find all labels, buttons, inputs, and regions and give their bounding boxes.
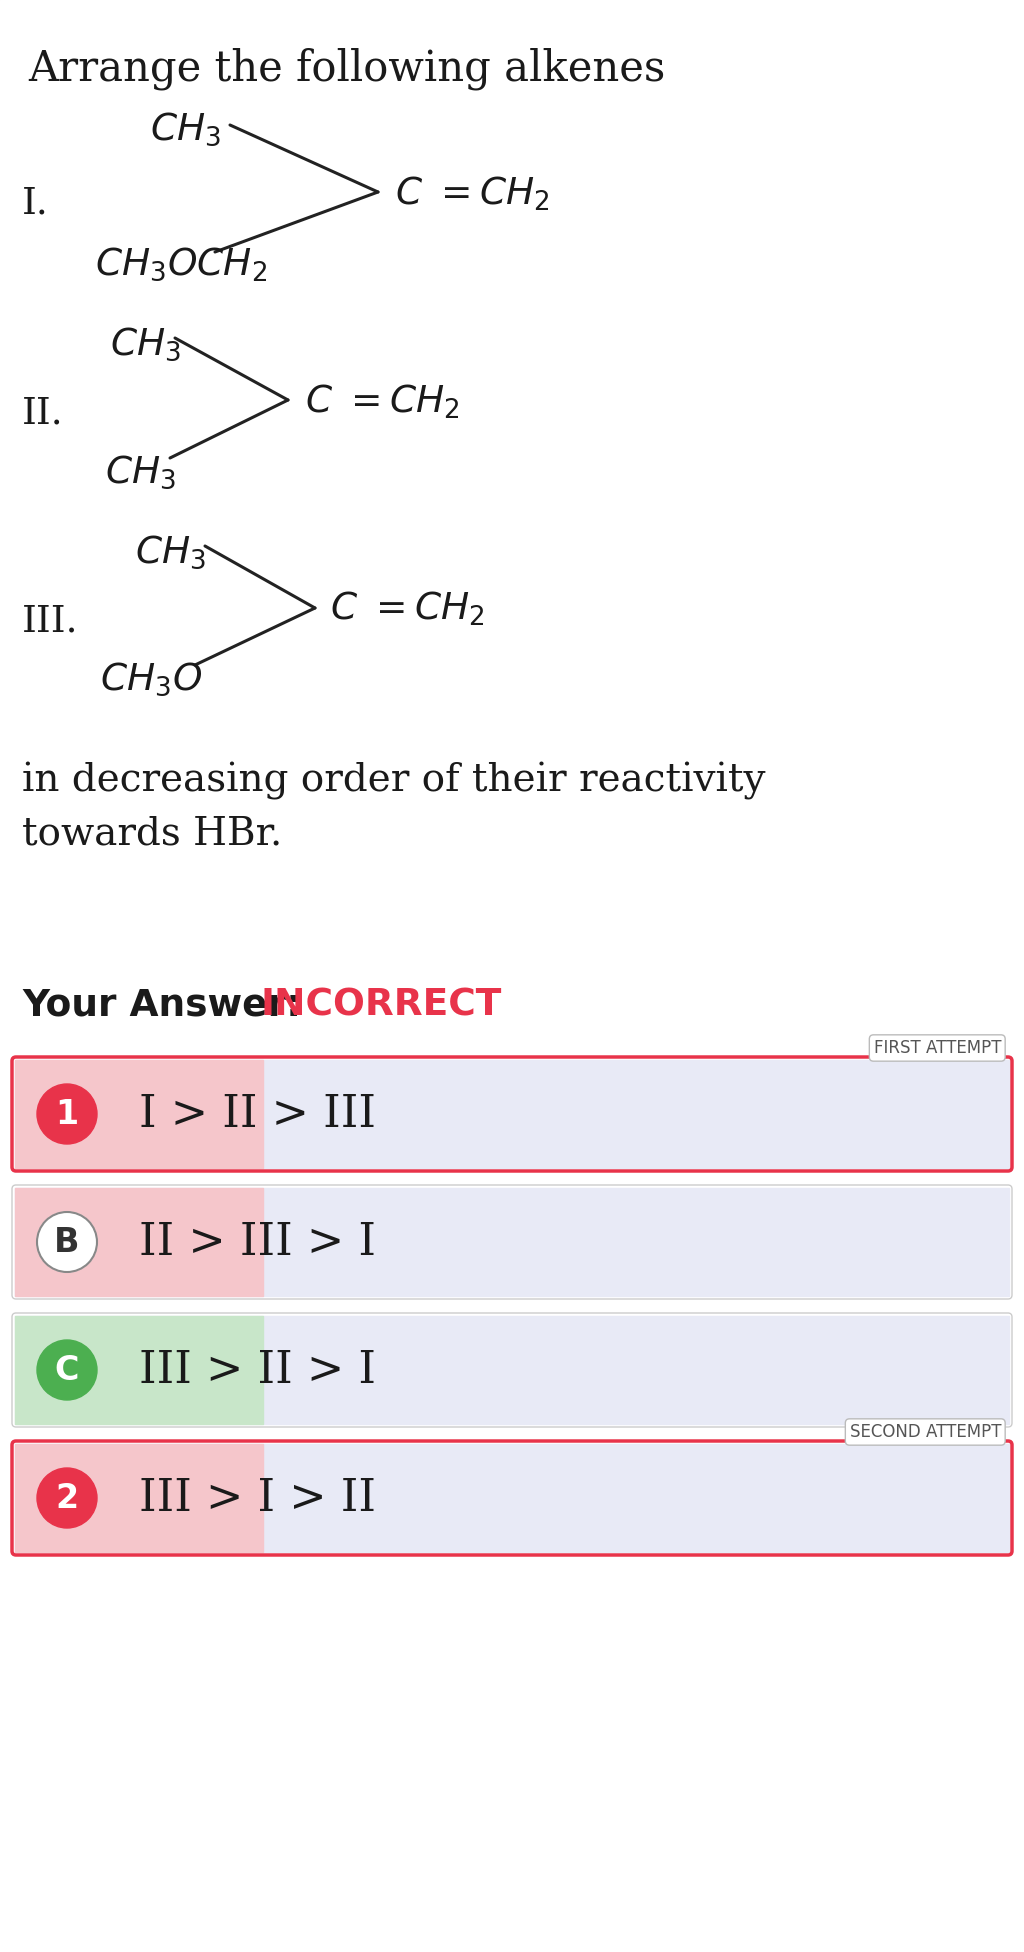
Text: in decreasing order of their reactivity
towards HBr.: in decreasing order of their reactivity … <box>22 761 766 853</box>
Text: II.: II. <box>22 394 63 431</box>
Bar <box>15 1444 263 1552</box>
Text: $C\ =CH_2$: $C\ =CH_2$ <box>395 176 550 213</box>
Text: $\mathit{CH_3}$: $\mathit{CH_3}$ <box>105 453 176 490</box>
Text: $C\ =CH_2$: $C\ =CH_2$ <box>305 383 460 422</box>
Bar <box>15 1060 263 1167</box>
Text: FIRST ATTEMPT: FIRST ATTEMPT <box>873 1038 1001 1056</box>
Bar <box>15 1060 1009 1167</box>
Text: Arrange the following alkenes: Arrange the following alkenes <box>28 49 666 90</box>
Text: B: B <box>54 1226 80 1259</box>
Text: $\mathit{CH_3}$: $\mathit{CH_3}$ <box>150 109 221 148</box>
Text: $\mathit{CH_3OCH_2}$: $\mathit{CH_3OCH_2}$ <box>95 246 267 283</box>
Circle shape <box>37 1212 97 1273</box>
Text: $C\ =CH_2$: $C\ =CH_2$ <box>330 590 484 629</box>
Text: II > III > I: II > III > I <box>139 1220 376 1263</box>
Text: 2: 2 <box>55 1482 79 1515</box>
Text: 1: 1 <box>55 1097 79 1130</box>
Bar <box>15 1316 1009 1425</box>
Text: Your Answer:: Your Answer: <box>22 988 301 1025</box>
Text: INCORRECT: INCORRECT <box>260 988 502 1025</box>
Text: III.: III. <box>22 603 79 638</box>
Circle shape <box>37 1339 97 1400</box>
Circle shape <box>37 1083 97 1144</box>
Text: I.: I. <box>22 185 49 221</box>
Text: C: C <box>54 1353 79 1386</box>
Circle shape <box>37 1468 97 1528</box>
Bar <box>15 1316 263 1425</box>
Text: $\mathit{CH_3}$: $\mathit{CH_3}$ <box>110 324 181 363</box>
Text: SECOND ATTEMPT: SECOND ATTEMPT <box>850 1423 1001 1441</box>
Text: I > II > III: I > II > III <box>139 1093 376 1136</box>
Bar <box>15 1189 1009 1296</box>
Text: $\mathit{CH_3}$: $\mathit{CH_3}$ <box>135 533 206 570</box>
Text: III > II > I: III > II > I <box>139 1349 376 1392</box>
Bar <box>15 1189 263 1296</box>
Bar <box>15 1444 1009 1552</box>
Text: III > I > II: III > I > II <box>139 1476 376 1519</box>
Text: $\mathit{CH_3O}$: $\mathit{CH_3O}$ <box>100 660 202 697</box>
